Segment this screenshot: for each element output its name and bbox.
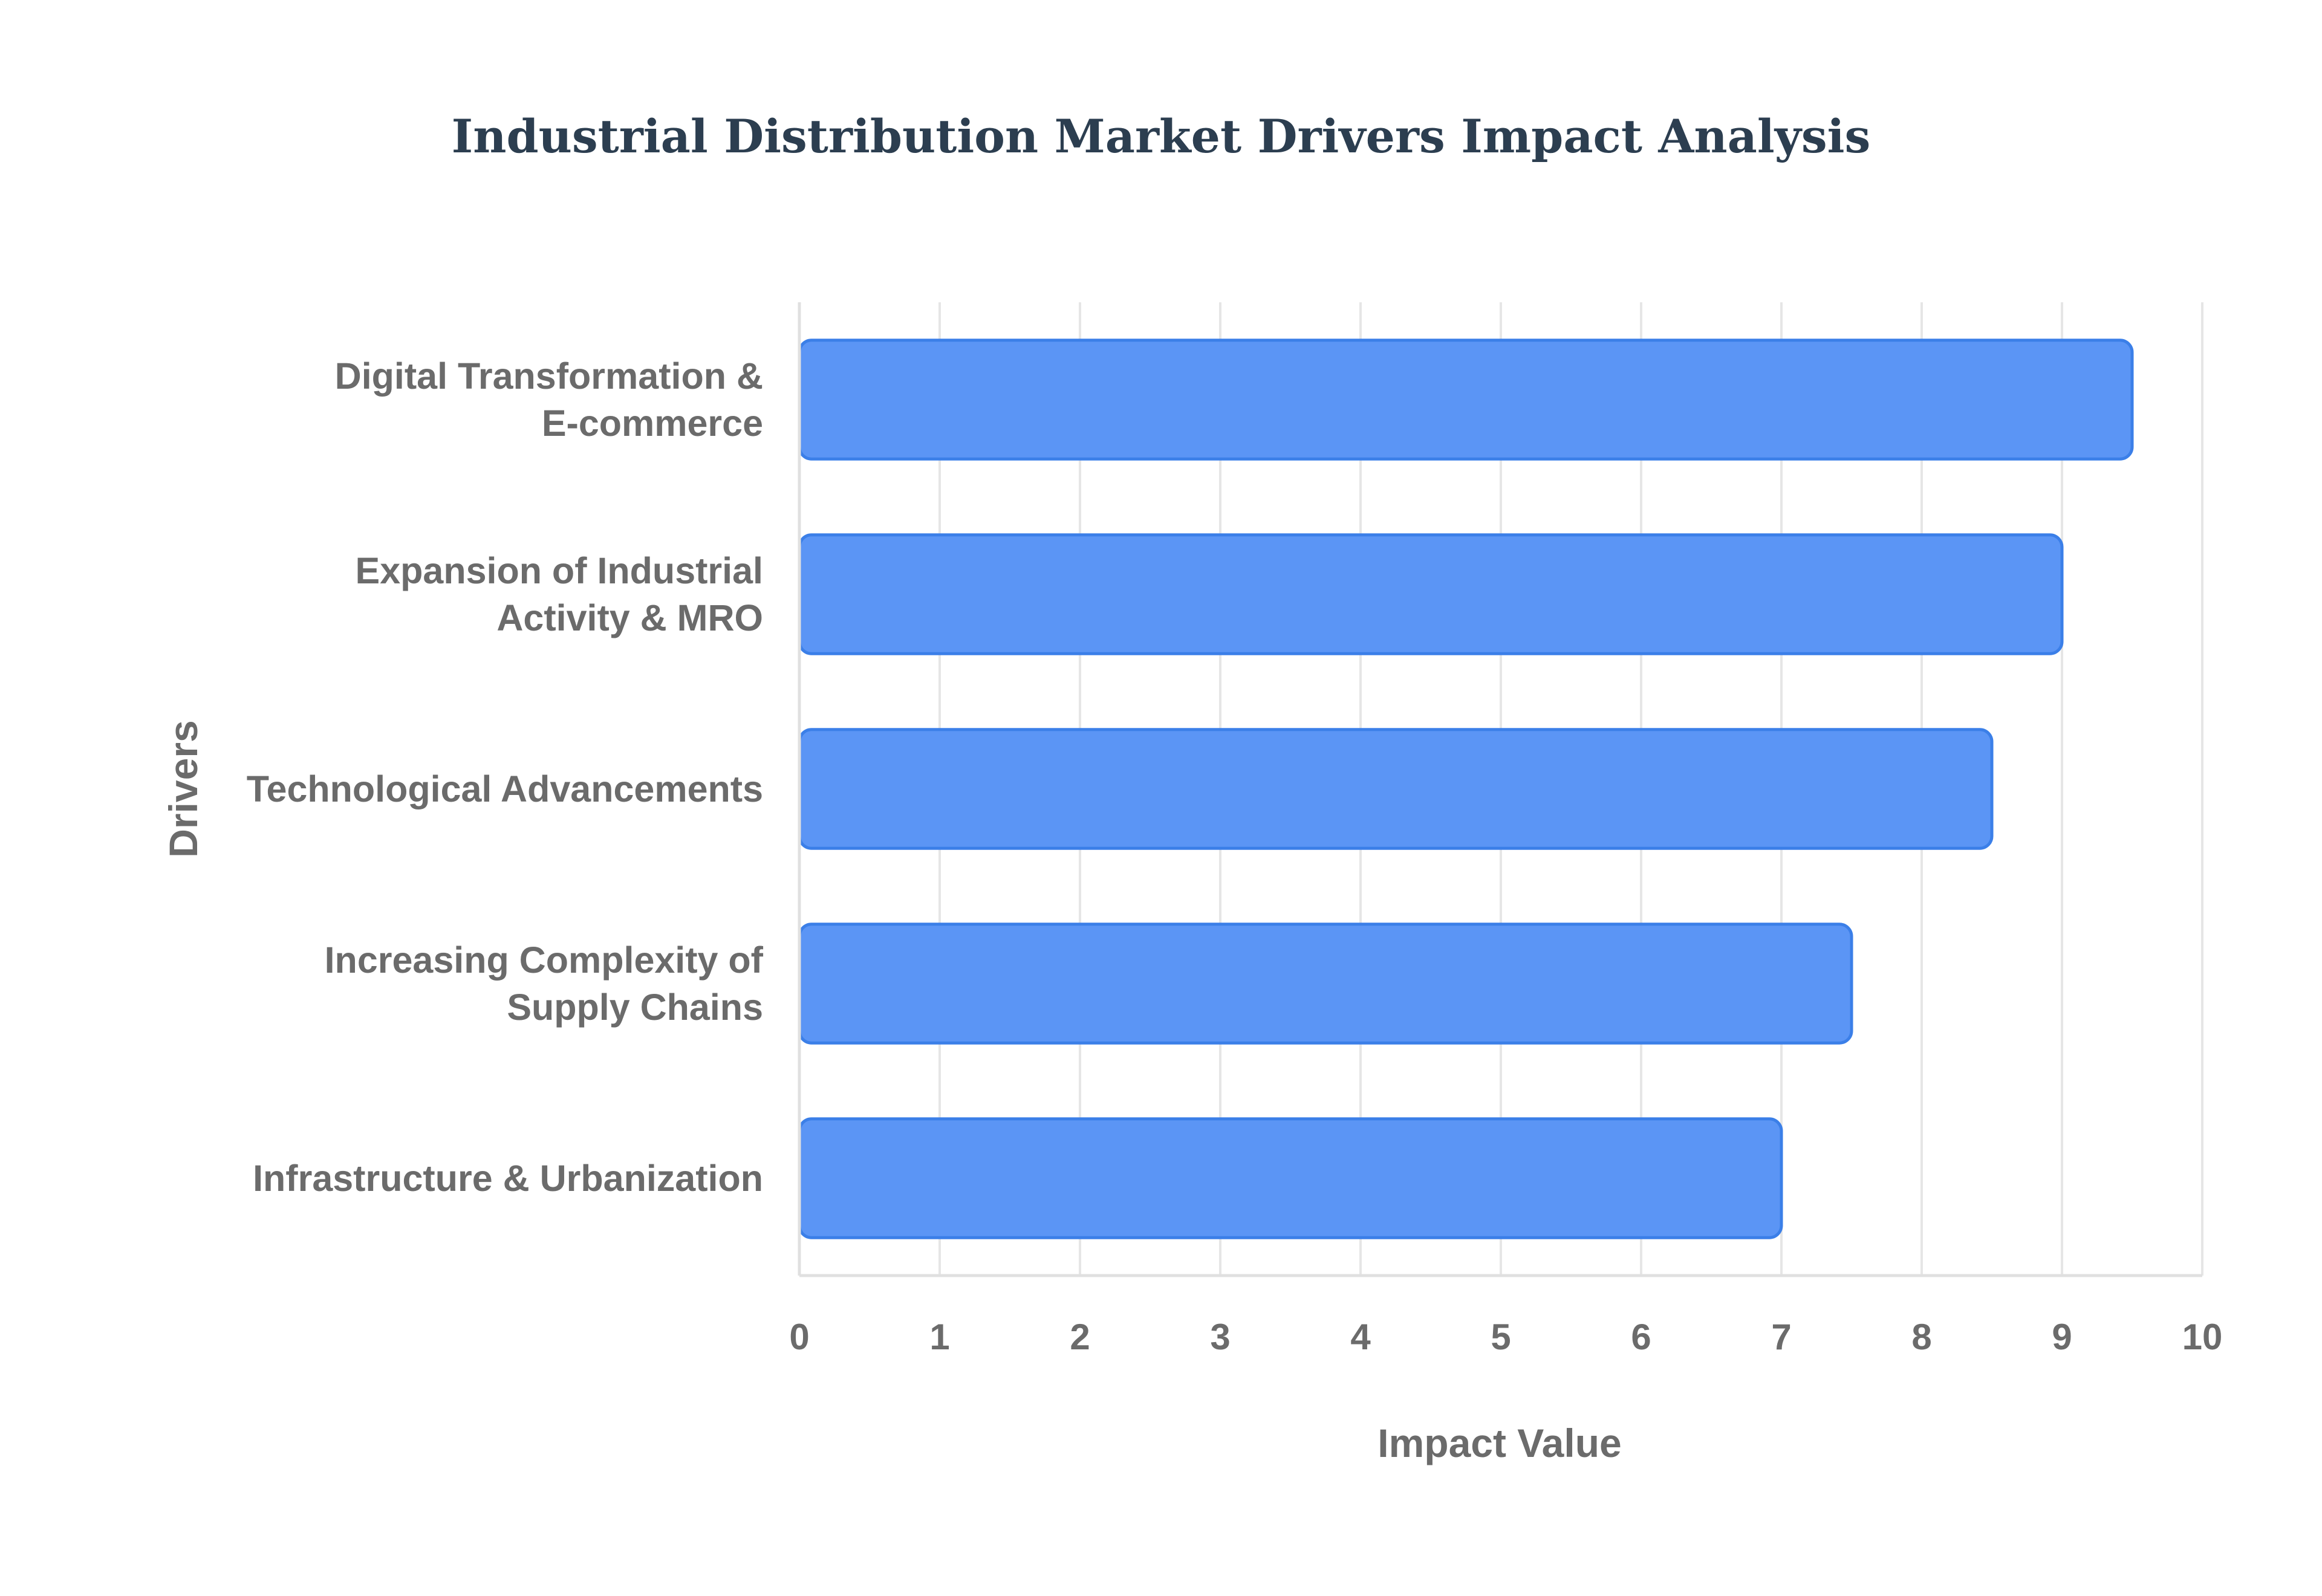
x-tick-label: 9 [2052,1317,2072,1357]
x-tick-label: 7 [1771,1317,1791,1357]
y-tick-label: Expansion of Industrial Activity & MRO [356,550,763,638]
x-axis-label: Impact Value [1377,1421,1622,1465]
bar [798,1117,1783,1239]
x-tick-label: 2 [1070,1317,1090,1357]
x-tick-label: 1 [929,1317,949,1357]
bar [798,533,2064,655]
x-tick-label: 5 [1491,1317,1511,1357]
x-tick-label: 10 [2182,1317,2223,1357]
x-tick-label: 3 [1210,1317,1230,1357]
bars [798,339,2134,1239]
x-tick-label: 6 [1631,1317,1651,1357]
x-tick-label: 0 [789,1317,809,1357]
x-tick-label: 4 [1350,1317,1371,1357]
x-tick-label: 8 [1911,1317,1931,1357]
y-tick-label: Digital Transformation & E-commerce [335,355,763,444]
x-axis-ticks: 0 1 2 3 4 5 6 7 8 9 10 [789,1317,2222,1357]
bar [798,728,1994,850]
y-tick-label: Increasing Complexity of Supply Chains [325,939,764,1028]
chart-title: Industrial Distribution Market Drivers I… [452,109,1871,163]
y-tick-label: Technological Advancements [247,768,763,809]
y-axis-label: Drivers [161,720,206,858]
bar [798,339,2134,461]
axes [798,302,2202,1277]
y-tick-label: Infrastructure & Urbanization [253,1158,763,1199]
y-axis-ticks: Digital Transformation & E-commerce Expans… [247,355,764,1199]
bar [798,923,1853,1045]
